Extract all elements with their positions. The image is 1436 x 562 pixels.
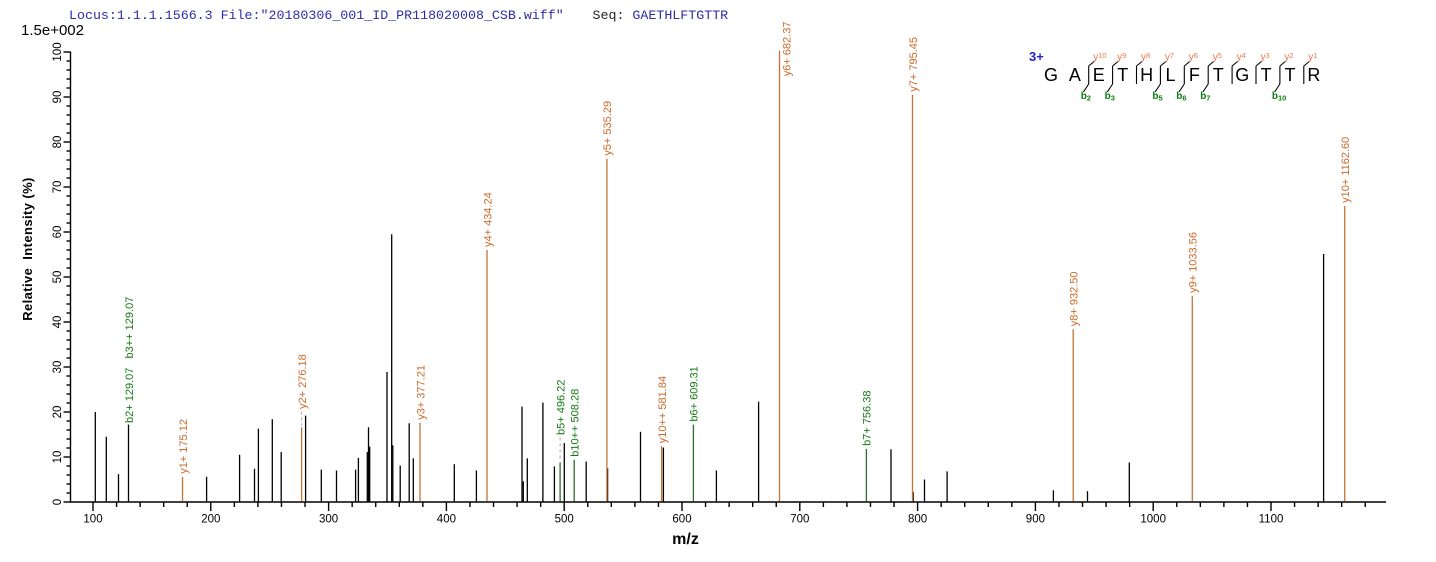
svg-text:T: T: [1261, 65, 1272, 85]
svg-text:G: G: [1235, 65, 1249, 85]
svg-text:y7: y7: [1165, 51, 1174, 63]
svg-text:300: 300: [319, 514, 338, 526]
svg-text:700: 700: [790, 514, 809, 526]
svg-text:50: 50: [52, 271, 64, 284]
svg-text:E: E: [1093, 65, 1105, 85]
svg-text:90: 90: [52, 91, 64, 104]
svg-text:y2+ 276.18: y2+ 276.18: [297, 354, 309, 409]
svg-text:10: 10: [52, 451, 64, 464]
svg-text:500: 500: [555, 514, 574, 526]
svg-text:100: 100: [52, 42, 64, 61]
svg-text:900: 900: [1026, 514, 1045, 526]
svg-text:1000: 1000: [1140, 514, 1166, 526]
svg-text:20: 20: [52, 406, 64, 419]
svg-text:y8: y8: [1141, 51, 1150, 63]
svg-text:100: 100: [83, 514, 102, 526]
svg-text:y10: y10: [1093, 51, 1106, 63]
svg-text:T: T: [1117, 65, 1128, 85]
svg-text:b6: b6: [1176, 91, 1186, 103]
svg-text:40: 40: [52, 316, 64, 329]
svg-text:b5: b5: [1152, 91, 1162, 103]
svg-text:L: L: [1165, 65, 1175, 85]
svg-text:y9+ 1033.56: y9+ 1033.56: [1188, 232, 1200, 293]
svg-text:R: R: [1307, 65, 1320, 85]
svg-text:b2+ 129.07 b3++ 129.07: b2+ 129.07 b3++ 129.07: [124, 297, 136, 423]
svg-text:60: 60: [52, 226, 64, 239]
svg-text:y8+ 932.50: y8+ 932.50: [1069, 271, 1081, 326]
svg-text:A: A: [1069, 65, 1081, 85]
svg-text:b10++ 508.28: b10++ 508.28: [570, 389, 582, 457]
svg-text:y4+ 434.24: y4+ 434.24: [482, 192, 494, 247]
svg-text:30: 30: [52, 361, 64, 374]
svg-text:b2: b2: [1081, 91, 1091, 103]
svg-text:y4: y4: [1237, 51, 1246, 63]
svg-text:b7: b7: [1200, 91, 1210, 103]
svg-text:b10: b10: [1272, 91, 1286, 103]
svg-text:70: 70: [52, 181, 64, 194]
svg-text:b6+ 609.31: b6+ 609.31: [689, 366, 701, 421]
svg-text:80: 80: [52, 136, 64, 149]
svg-text:y2: y2: [1284, 51, 1293, 63]
svg-text:y10+ 1162.60: y10+ 1162.60: [1340, 137, 1352, 203]
svg-text:y10++ 581.84: y10++ 581.84: [657, 376, 669, 443]
svg-text:600: 600: [672, 514, 691, 526]
svg-text:y1+ 175.12: y1+ 175.12: [178, 419, 190, 474]
svg-text:T: T: [1285, 65, 1296, 85]
svg-text:b5+ 496.22: b5+ 496.22: [555, 380, 567, 435]
svg-text:y6+ 682.37: y6+ 682.37: [781, 22, 793, 77]
svg-text:y6: y6: [1189, 51, 1198, 63]
svg-text:0: 0: [52, 499, 64, 505]
svg-text:y1: y1: [1308, 51, 1317, 63]
svg-text:y5: y5: [1213, 51, 1222, 63]
svg-text:b3: b3: [1105, 91, 1115, 103]
svg-text:1100: 1100: [1259, 514, 1284, 526]
svg-text:b7+ 756.38: b7+ 756.38: [862, 391, 874, 446]
svg-text:y3+ 377.21: y3+ 377.21: [415, 365, 427, 420]
svg-text:F: F: [1189, 65, 1200, 85]
svg-text:y5+ 535.29: y5+ 535.29: [602, 101, 614, 156]
svg-text:G: G: [1044, 65, 1058, 85]
svg-text:y3: y3: [1261, 51, 1270, 63]
svg-text:y7+ 795.45: y7+ 795.45: [908, 37, 920, 92]
svg-text:T: T: [1213, 65, 1224, 85]
svg-text:y9: y9: [1117, 51, 1126, 63]
svg-text:200: 200: [201, 514, 220, 526]
svg-text:400: 400: [437, 514, 456, 526]
svg-text:H: H: [1140, 65, 1153, 85]
svg-text:800: 800: [908, 514, 927, 526]
svg-text:3+: 3+: [1029, 49, 1044, 64]
